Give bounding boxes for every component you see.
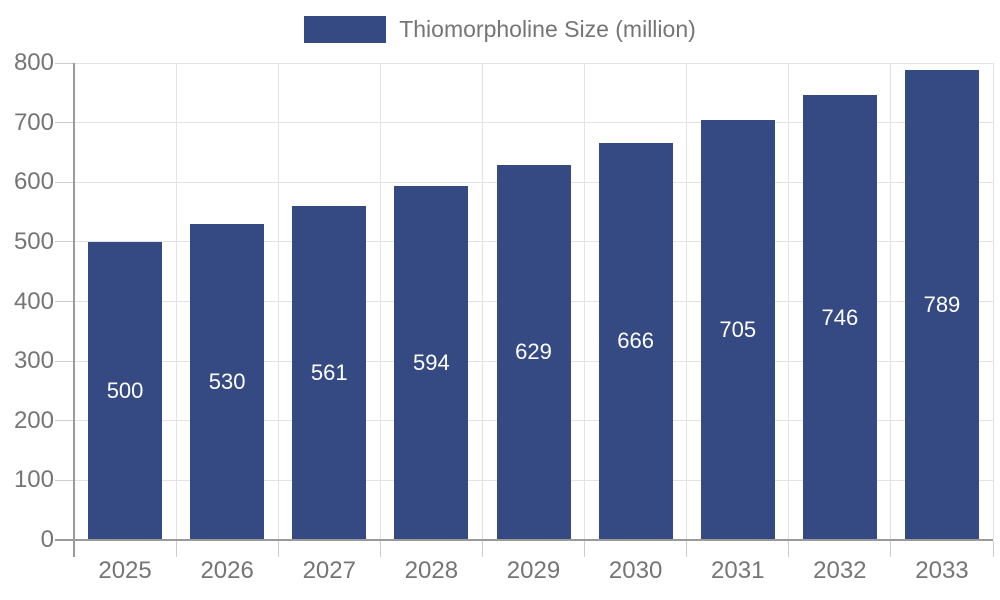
bar-2033[interactable] bbox=[904, 69, 979, 540]
bar-2032[interactable] bbox=[802, 95, 877, 540]
bar-value-label: 666 bbox=[617, 328, 654, 354]
y-tick-mark bbox=[55, 420, 74, 422]
y-tick-mark bbox=[55, 181, 74, 183]
x-axis-tick-label: 2026 bbox=[200, 557, 254, 584]
legend[interactable]: Thiomorpholine Size (million) bbox=[0, 16, 1000, 43]
gridline-vertical bbox=[584, 63, 586, 540]
gridline-vertical bbox=[992, 63, 994, 540]
x-tick-mark bbox=[686, 541, 688, 557]
x-axis-tick-label: 2029 bbox=[506, 557, 561, 584]
bar-value-label: 530 bbox=[208, 368, 246, 394]
y-axis-tick-label: 700 bbox=[13, 108, 54, 136]
bar-2026[interactable] bbox=[190, 223, 265, 540]
x-axis-tick-label: 2025 bbox=[98, 557, 152, 584]
y-axis-tick-label: 400 bbox=[13, 287, 54, 315]
y-axis-tick-label: 800 bbox=[13, 49, 54, 76]
x-axis-tick-label: 2032 bbox=[813, 557, 867, 584]
bar-value-label: 500 bbox=[106, 377, 144, 403]
legend-label: Thiomorpholine Size (million) bbox=[399, 16, 696, 42]
legend-swatch bbox=[304, 16, 387, 43]
bar-value-label: 705 bbox=[719, 316, 757, 342]
bar-2028[interactable] bbox=[394, 185, 469, 540]
gridline-vertical bbox=[481, 63, 483, 540]
y-tick-mark bbox=[55, 360, 74, 362]
x-tick-mark bbox=[481, 541, 483, 557]
y-tick-mark bbox=[55, 122, 74, 124]
bar-value-label: 789 bbox=[923, 291, 961, 317]
y-axis-tick-label: 0 bbox=[40, 526, 54, 553]
x-axis-tick-label: 2033 bbox=[915, 557, 969, 584]
x-axis-tick-label: 2028 bbox=[404, 557, 459, 584]
bar-value-label: 746 bbox=[821, 304, 859, 330]
x-tick-mark bbox=[788, 541, 790, 557]
x-tick-mark bbox=[277, 541, 279, 557]
y-axis-line bbox=[72, 63, 75, 557]
bar-value-label: 594 bbox=[413, 349, 450, 375]
y-tick-mark bbox=[55, 479, 74, 481]
y-axis-tick-label: 300 bbox=[13, 347, 54, 375]
y-tick-mark bbox=[55, 62, 74, 64]
y-tick-mark bbox=[55, 301, 74, 302]
x-axis-tick-label: 2027 bbox=[302, 557, 356, 584]
gridline-horizontal bbox=[74, 62, 993, 64]
gridline-vertical bbox=[379, 63, 381, 540]
bar-2031[interactable] bbox=[700, 119, 775, 540]
gridline-vertical bbox=[686, 63, 688, 540]
gridline-vertical bbox=[277, 63, 279, 540]
y-axis-tick-label: 600 bbox=[13, 168, 54, 196]
x-tick-mark bbox=[584, 541, 586, 557]
y-axis-tick-label: 100 bbox=[13, 466, 54, 494]
y-tick-mark bbox=[55, 241, 74, 243]
bar-value-label: 629 bbox=[515, 339, 552, 365]
gridline-vertical bbox=[890, 63, 892, 540]
bar-2025[interactable] bbox=[88, 241, 163, 540]
y-axis-tick-label: 500 bbox=[13, 227, 54, 255]
x-axis-line bbox=[55, 539, 993, 541]
gridline-horizontal bbox=[74, 122, 993, 124]
bar-2030[interactable] bbox=[598, 142, 673, 540]
x-tick-mark bbox=[890, 541, 892, 557]
x-axis-tick-label: 2030 bbox=[608, 557, 663, 584]
y-axis-tick-label: 200 bbox=[13, 406, 54, 434]
x-axis-tick-label: 2031 bbox=[711, 557, 765, 584]
x-tick-mark bbox=[175, 541, 177, 557]
bar-value-label: 561 bbox=[310, 359, 348, 385]
bar-2027[interactable] bbox=[292, 205, 367, 540]
gridline-vertical bbox=[175, 63, 177, 540]
bar-2029[interactable] bbox=[496, 164, 571, 540]
x-tick-mark bbox=[992, 541, 994, 557]
gridline-vertical bbox=[788, 63, 790, 540]
x-tick-mark bbox=[379, 541, 381, 557]
